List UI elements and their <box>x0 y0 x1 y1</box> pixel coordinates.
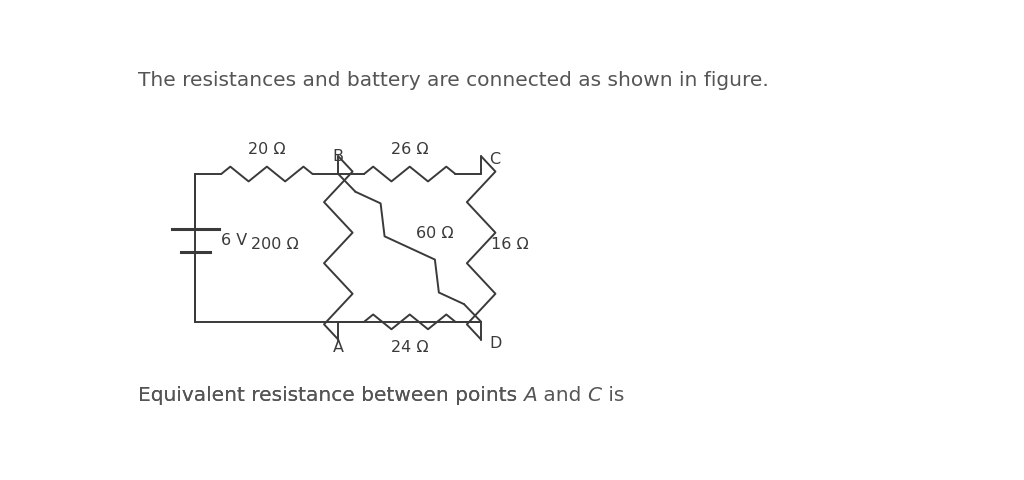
Text: D: D <box>489 336 502 351</box>
Text: The resistances and battery are connected as shown in figure.: The resistances and battery are connecte… <box>137 71 768 90</box>
Text: Equivalent resistance between points: Equivalent resistance between points <box>137 386 523 405</box>
Text: 16 Ω: 16 Ω <box>490 237 528 252</box>
Text: and: and <box>537 386 588 405</box>
Text: 24 Ω: 24 Ω <box>391 340 428 355</box>
Text: B: B <box>333 149 344 164</box>
Text: 60 Ω: 60 Ω <box>416 226 454 240</box>
Text: A: A <box>523 386 537 405</box>
Text: is: is <box>601 386 624 405</box>
Text: 26 Ω: 26 Ω <box>391 143 428 157</box>
Text: C: C <box>489 152 500 168</box>
Text: C: C <box>588 386 601 405</box>
Text: 200 Ω: 200 Ω <box>251 237 299 252</box>
Text: Equivalent resistance between points: Equivalent resistance between points <box>137 386 523 405</box>
Text: 20 Ω: 20 Ω <box>248 143 286 157</box>
Text: A: A <box>333 340 344 355</box>
Text: 6 V: 6 V <box>221 233 247 248</box>
